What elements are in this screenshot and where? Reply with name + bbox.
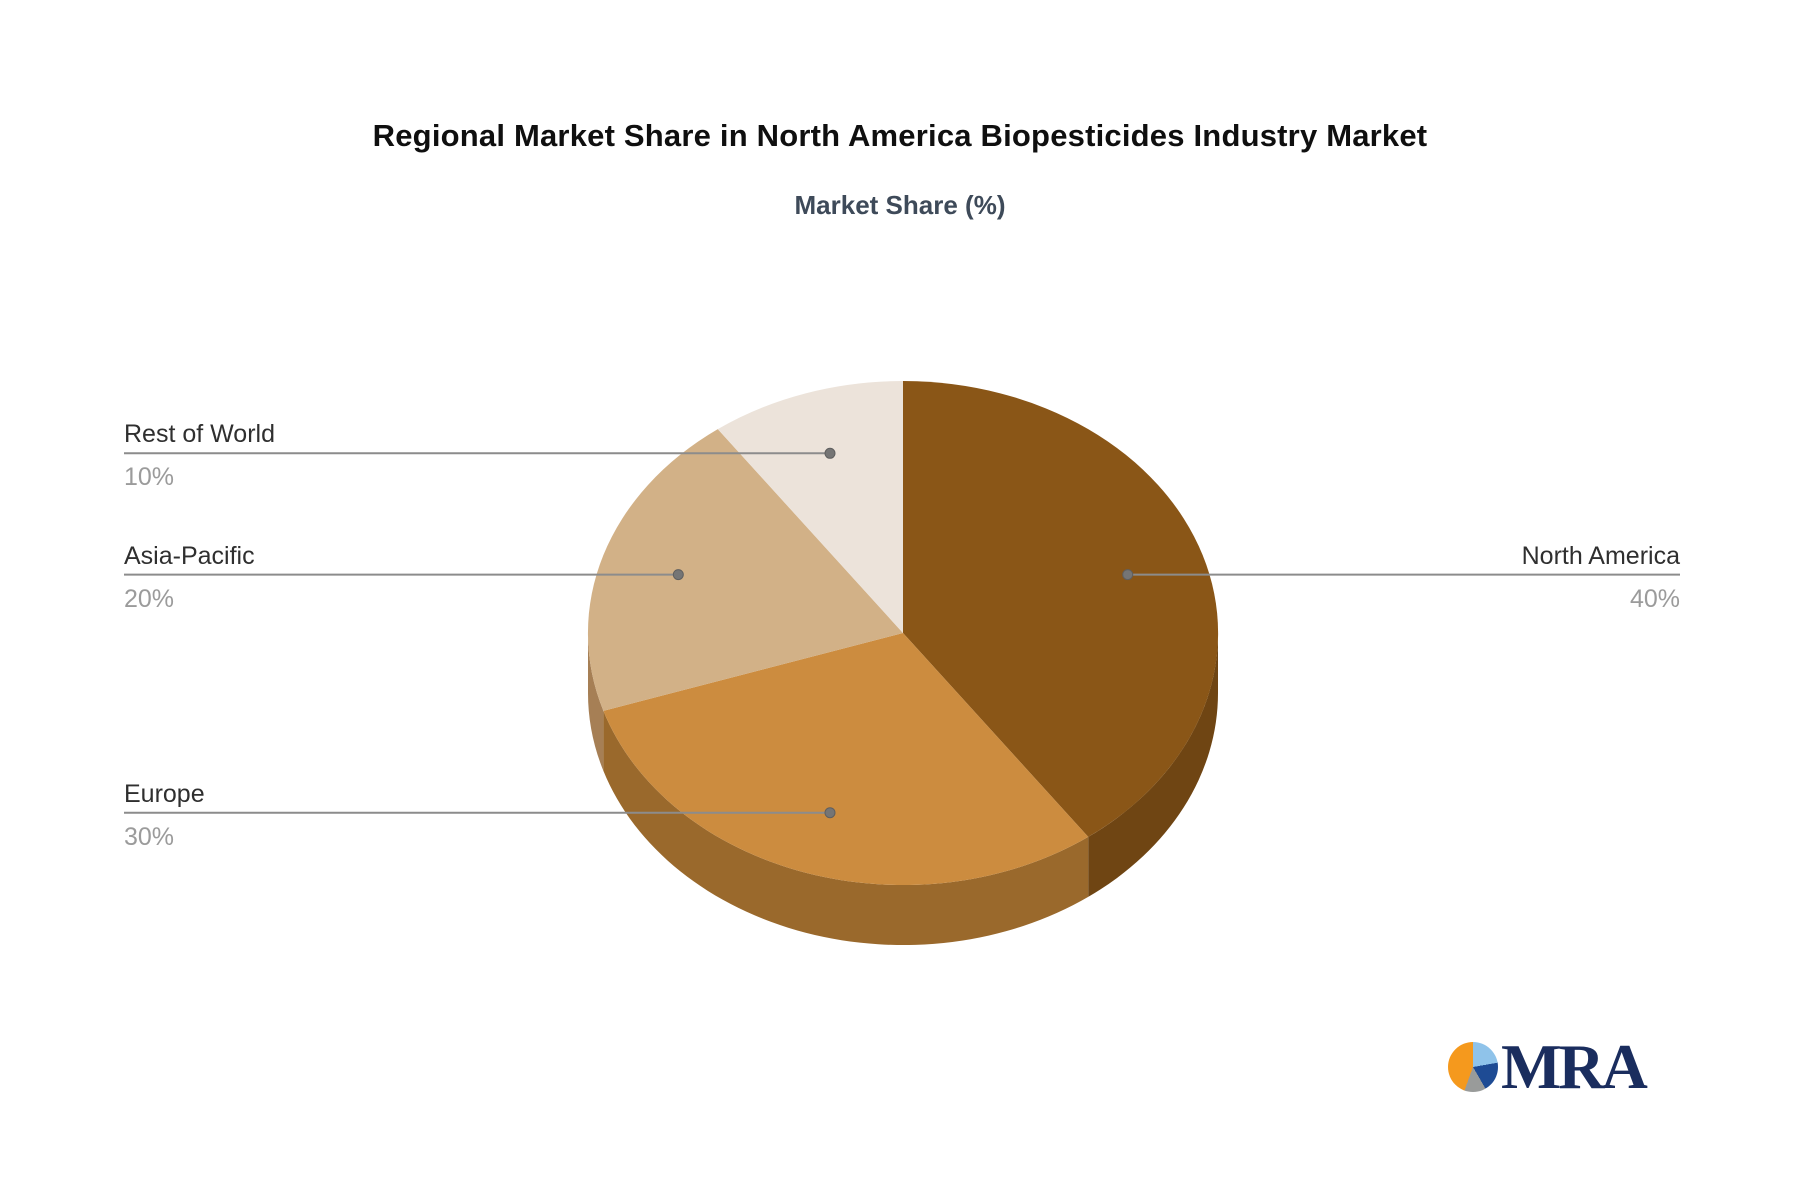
logo-text: MRA [1501,1031,1648,1102]
pie-slice-side-north-america [1088,633,1218,897]
leader-dot-rest-of-world [824,447,836,459]
leader-dot-europe [824,807,836,819]
pie-slice-asia-pacific [587,429,903,711]
mra-logo: MRA [1448,1031,1648,1102]
pie-slice-europe [603,633,1089,886]
chart-subtitle: Market Share (%) [794,190,1006,220]
slice-value-europe: 30% [124,822,175,851]
logo-pie-icon [1448,1042,1498,1092]
slice-label-asia-pacific: Asia-Pacific [124,541,255,570]
slice-value-north-america: 40% [1629,584,1680,613]
pie-slice-rest-of-world [717,381,903,633]
leader-dot-north-america [1122,569,1134,581]
leader-dot-asia-pacific [672,569,684,581]
slice-label-europe: Europe [124,779,205,808]
pie-slice-north-america [903,380,1219,837]
slice-label-north-america: North America [1521,541,1680,570]
slice-label-rest-of-world: Rest of World [124,420,275,449]
pie-slice-side-europe [603,710,1089,946]
slice-value-asia-pacific: 20% [124,584,175,613]
slice-value-rest-of-world: 10% [124,463,175,492]
pie-slice-side-asia-pacific [587,633,604,771]
chart-title: Regional Market Share in North America B… [372,118,1428,153]
